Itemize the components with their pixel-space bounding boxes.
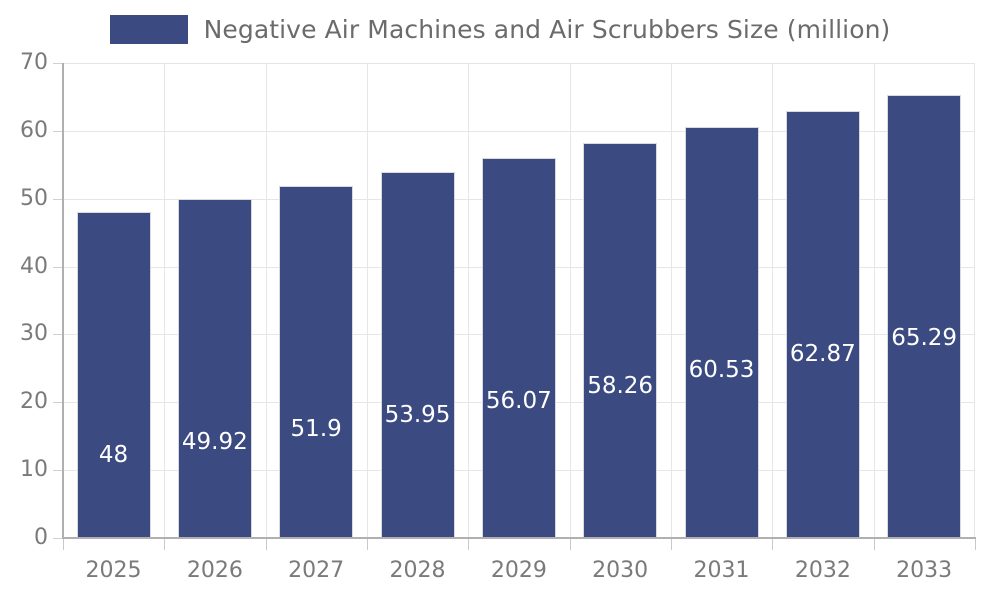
- bar-2027[interactable]: [279, 185, 354, 538]
- bar-value-label-2033: 65.29: [891, 324, 958, 351]
- plot-area: [63, 63, 975, 539]
- x-tick-mark-2: [266, 539, 267, 550]
- y-tick-label-0: 0: [34, 525, 48, 550]
- x-tick-label-2025: 2025: [85, 558, 142, 583]
- y-tick-mark-40: [53, 267, 62, 268]
- bar-value-label-2028: 53.95: [384, 401, 451, 428]
- bar-2029[interactable]: [482, 157, 556, 538]
- x-axis-spine: [62, 537, 976, 539]
- x-tick-label-2031: 2031: [693, 558, 750, 583]
- y-tick-label-10: 10: [20, 457, 48, 482]
- y-tick-mark-50: [53, 199, 62, 200]
- gridline-x-5: [570, 63, 571, 538]
- bar-value-label-2025: 48: [98, 442, 129, 469]
- gridline-x-6: [671, 63, 672, 538]
- bar-value-label-2026: 49.92: [181, 429, 248, 456]
- x-tick-mark-7: [772, 539, 773, 550]
- chart-legend: Negative Air Machines and Air Scrubbers …: [0, 0, 1000, 58]
- y-tick-label-50: 50: [20, 186, 48, 211]
- bar-value-label-2027: 51.9: [290, 415, 342, 442]
- bar-2031[interactable]: [684, 127, 759, 538]
- x-tick-label-2033: 2033: [896, 558, 953, 583]
- bar-2028[interactable]: [380, 171, 455, 538]
- y-tick-label-70: 70: [20, 50, 48, 75]
- bar-2026[interactable]: [178, 199, 252, 538]
- y-tick-mark-0: [53, 538, 62, 539]
- y-tick-mark-30: [53, 334, 62, 335]
- bar-2030[interactable]: [583, 142, 658, 538]
- x-tick-label-2028: 2028: [389, 558, 446, 583]
- y-tick-label-60: 60: [20, 118, 48, 143]
- bar-2033[interactable]: [887, 94, 962, 538]
- gridline-y-70: [63, 63, 975, 64]
- x-tick-label-2029: 2029: [490, 558, 547, 583]
- bar-value-label-2032: 62.87: [789, 341, 856, 368]
- x-tick-mark-1: [164, 539, 165, 550]
- x-tick-mark-8: [874, 539, 875, 550]
- y-tick-label-20: 20: [20, 389, 48, 414]
- y-axis-spine: [62, 63, 64, 539]
- bar-2025[interactable]: [76, 212, 151, 538]
- x-tick-mark-9: [975, 539, 976, 550]
- gridline-x-2: [266, 63, 267, 538]
- y-tick-label-30: 30: [20, 321, 48, 346]
- bar-2032[interactable]: [786, 111, 860, 538]
- x-tick-mark-4: [468, 539, 469, 550]
- gridline-x-3: [367, 63, 368, 538]
- legend-swatch-icon: [109, 14, 188, 44]
- gridline-x-4: [468, 63, 469, 538]
- legend-label-0: Negative Air Machines and Air Scrubbers …: [203, 14, 891, 44]
- x-tick-mark-3: [367, 539, 368, 550]
- y-tick-mark-60: [53, 131, 62, 132]
- x-tick-label-2032: 2032: [794, 558, 851, 583]
- x-tick-mark-5: [570, 539, 571, 550]
- x-tick-mark-6: [671, 539, 672, 550]
- bar-value-label-2029: 56.07: [485, 387, 552, 414]
- x-tick-label-2026: 2026: [186, 558, 243, 583]
- x-tick-mark-0: [63, 539, 64, 550]
- y-tick-mark-10: [53, 470, 62, 471]
- y-tick-label-40: 40: [20, 254, 48, 279]
- bar-value-label-2030: 58.26: [587, 372, 654, 399]
- gridline-x-1: [164, 63, 165, 538]
- gridline-x-8: [874, 63, 875, 538]
- plot-border-right: [974, 63, 975, 538]
- x-tick-label-2030: 2030: [592, 558, 649, 583]
- y-tick-mark-70: [53, 63, 62, 64]
- bar-value-label-2031: 60.53: [688, 357, 755, 384]
- legend-item-0[interactable]: Negative Air Machines and Air Scrubbers …: [109, 14, 891, 44]
- gridline-x-7: [772, 63, 773, 538]
- x-tick-label-2027: 2027: [288, 558, 345, 583]
- y-tick-mark-20: [53, 402, 62, 403]
- gridline-y-60: [63, 131, 975, 132]
